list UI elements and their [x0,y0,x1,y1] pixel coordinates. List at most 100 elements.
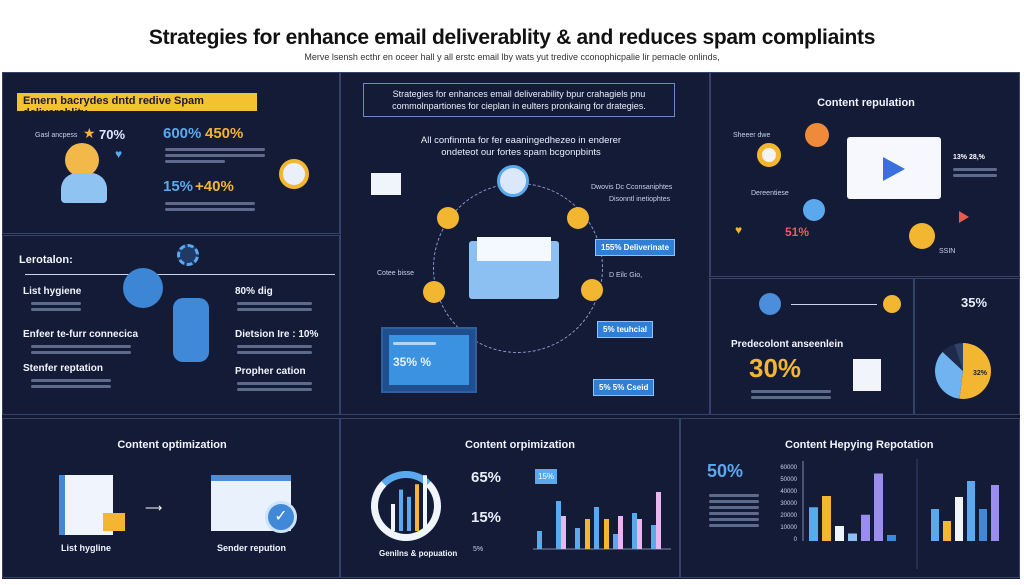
node-label: Cotee bisse [377,270,414,277]
stat-600: 600% [163,125,202,142]
stat-65: 65% [471,469,502,486]
label: Sheeer dwe [733,132,771,139]
bar [651,525,656,549]
play-icon [883,157,905,181]
deliverability-tag: 155% Deliverinate [595,239,676,256]
bottom2-heading: Content orpimization [465,439,575,451]
bar [967,481,975,541]
bar [943,521,951,541]
stat-35: 35% [961,295,988,310]
label: Sender repution [217,543,287,553]
bar [407,496,411,531]
bar [887,535,896,541]
y-tick-label: 40000 [780,489,797,495]
donut-label: Genilns & popuation [379,549,458,558]
chat-icon [909,223,935,249]
node-icon [423,281,445,303]
bar [809,507,818,541]
node-label: Dwovis Dc Cconsaniphtes [591,184,673,191]
pie-slice [935,351,963,399]
bar [955,497,963,541]
stat-tag: 5% 5% Cseid [593,379,655,396]
node-label: D Eilc Gio, [609,272,643,279]
page-title: Strategies for enhance email deliverabli… [148,26,876,49]
center-caption: All confinmta for fer eaaningedhezeo in … [420,135,622,158]
list-item: Dietsion Ire : 10% [235,329,319,340]
panel5-heading: Predecolont anseenlein [731,339,844,350]
donut-bars [391,475,427,531]
pie-label: 32% [973,370,988,377]
bar [979,509,987,541]
pie-chart [935,343,991,399]
list-item: Enfeer te-furr connecica [23,329,139,340]
bar [604,519,609,549]
heart-badge-icon [803,199,825,221]
callout: 15% [535,469,558,484]
node-icon [581,279,603,301]
infographic-board: Emern bacrydes dntd redive Spam delivera… [2,72,1020,579]
bar [835,526,844,541]
avatar-circle [123,268,163,308]
panel-reputation-chart: Content Hepying Repotation 50% 60000 5000… [680,418,1020,578]
bar [391,504,395,531]
envelope-icon [103,513,125,531]
stat-15: 15% [471,509,502,526]
bar [585,519,590,549]
heart-icon: ♥ [115,147,123,161]
stat-50: 50% [707,461,744,481]
bar [637,519,642,549]
bar [618,516,623,549]
bar [848,533,857,541]
list-item: List hygiene [23,286,82,297]
y-tick-label: 20000 [780,513,797,519]
page-subtitle: Merve lsensh ecthr en oceer hall y all e… [304,52,720,62]
bar [991,485,999,541]
gear-icon [883,295,901,313]
list-item: Propher cation [235,366,306,377]
location-pin-icon [757,143,781,167]
gasl-label: Gasl ancpess [35,132,78,139]
stat-40: +40% [195,178,234,195]
pie-slice [942,344,963,371]
arrow-icon [959,211,969,223]
y-tick-label: 0 [794,537,798,543]
screen-stat: 35% % [393,355,432,369]
donut-chart [371,471,441,541]
bottom1-heading: Content optimization [117,439,227,451]
person-figure [173,298,209,362]
stat-30: 30% [749,353,802,383]
mail-circle-icon [497,165,529,197]
bar [931,509,939,541]
node-icon [567,207,589,229]
list-item: Stenfer reptation [23,363,104,374]
panel-content-optimization: Content optimization ⟶ ✓ List hygline Se… [2,418,340,578]
bottom3-heading: Content Hepying Repotation [785,439,934,451]
document-icon [853,359,881,391]
document-icon [59,475,113,535]
bar [575,528,580,549]
person-icon [65,143,99,177]
monitor-screen: 35% % [381,327,477,393]
bar [423,475,427,531]
check-badge-icon: ✓ [265,501,297,533]
panel2-heading: Lerotalon: [19,254,73,266]
stat-red: 51% [785,225,810,239]
panel-center-email: Strategies for enhances email deliverabi… [340,72,710,415]
bar [594,507,599,549]
bar [556,501,561,549]
panel-content-orpimization: Content orpimization Genilns & popuation… [340,418,680,578]
node-icon [437,207,459,229]
panel-spam-deliverability: Emern bacrydes dntd redive Spam delivera… [2,72,340,234]
label: Dereentiese [751,190,789,197]
panel-list-hygiene: Lerotalon: List hygiene Enfeer te-furr c… [2,235,340,415]
arrow-right-icon: ⟶ [145,501,163,515]
bar-chart: 60000 50000 40000 30000 20000 10000 0 [780,459,999,569]
node-label: Disonntl inetiophtes [609,196,671,203]
pie-slice [959,343,991,399]
strategy-callout: Strategies for enhances email deliverabi… [363,83,675,117]
label: SSIN [939,248,956,255]
pie-slice [954,343,963,371]
mail-bubble-icon [371,173,401,195]
bar [656,492,661,549]
bar [632,513,637,549]
